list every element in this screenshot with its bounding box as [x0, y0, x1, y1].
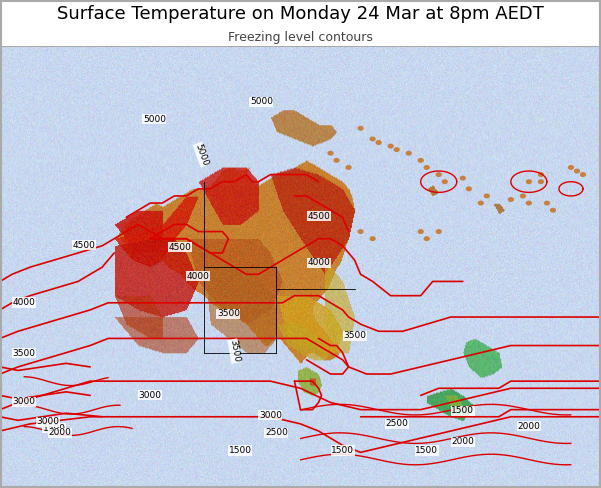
- Circle shape: [394, 148, 399, 151]
- Circle shape: [418, 230, 423, 233]
- Text: 1500: 1500: [331, 446, 354, 455]
- Text: 3000: 3000: [139, 391, 162, 400]
- Circle shape: [538, 180, 543, 183]
- Text: 4500: 4500: [73, 241, 96, 249]
- Text: 3500: 3500: [13, 349, 35, 358]
- Circle shape: [376, 141, 381, 144]
- Circle shape: [358, 230, 363, 233]
- Circle shape: [328, 151, 333, 155]
- Circle shape: [569, 166, 573, 169]
- Circle shape: [581, 173, 585, 176]
- Circle shape: [526, 180, 531, 183]
- Circle shape: [442, 180, 447, 183]
- Circle shape: [424, 166, 429, 169]
- Circle shape: [334, 159, 339, 162]
- Text: 3000: 3000: [13, 397, 35, 407]
- Circle shape: [545, 202, 549, 205]
- Text: Freezing level contours: Freezing level contours: [228, 31, 373, 43]
- Text: 4000: 4000: [13, 298, 35, 307]
- Text: 2000: 2000: [517, 422, 540, 431]
- Circle shape: [436, 230, 441, 233]
- Circle shape: [551, 208, 555, 212]
- Text: 1500: 1500: [415, 446, 438, 455]
- Text: 5000: 5000: [250, 97, 273, 106]
- Circle shape: [358, 126, 363, 130]
- Text: 1500: 1500: [451, 406, 474, 415]
- Circle shape: [424, 237, 429, 241]
- Text: 4500: 4500: [169, 243, 192, 252]
- Text: Surface Temperature on Monday 24 Mar at 8pm AEDT: Surface Temperature on Monday 24 Mar at …: [57, 5, 544, 23]
- Circle shape: [520, 194, 525, 198]
- Text: 4000: 4000: [307, 258, 330, 267]
- Text: 3000: 3000: [37, 417, 59, 426]
- Circle shape: [478, 202, 483, 205]
- Text: 2000: 2000: [451, 437, 474, 446]
- Circle shape: [406, 151, 411, 155]
- Circle shape: [370, 137, 375, 141]
- Circle shape: [575, 169, 579, 173]
- Circle shape: [508, 198, 513, 201]
- Circle shape: [538, 173, 543, 176]
- Circle shape: [346, 166, 351, 169]
- Circle shape: [388, 144, 393, 148]
- Circle shape: [436, 173, 441, 176]
- Text: 2500: 2500: [385, 420, 408, 428]
- Circle shape: [526, 202, 531, 205]
- Text: 3500: 3500: [228, 339, 241, 363]
- Text: 2500: 2500: [265, 428, 288, 437]
- Text: 1500: 1500: [43, 424, 66, 433]
- Text: 1500: 1500: [229, 446, 252, 455]
- Text: 3000: 3000: [259, 410, 282, 420]
- Circle shape: [418, 159, 423, 162]
- Text: 4000: 4000: [187, 271, 210, 281]
- Circle shape: [370, 237, 375, 241]
- Text: 4500: 4500: [307, 212, 330, 221]
- Text: 5000: 5000: [193, 142, 210, 167]
- Text: 3500: 3500: [343, 331, 366, 340]
- Text: 5000: 5000: [143, 115, 166, 124]
- Circle shape: [484, 194, 489, 198]
- Circle shape: [466, 187, 471, 191]
- Text: 3500: 3500: [217, 309, 240, 318]
- Text: 2000: 2000: [49, 428, 72, 437]
- Circle shape: [460, 176, 465, 180]
